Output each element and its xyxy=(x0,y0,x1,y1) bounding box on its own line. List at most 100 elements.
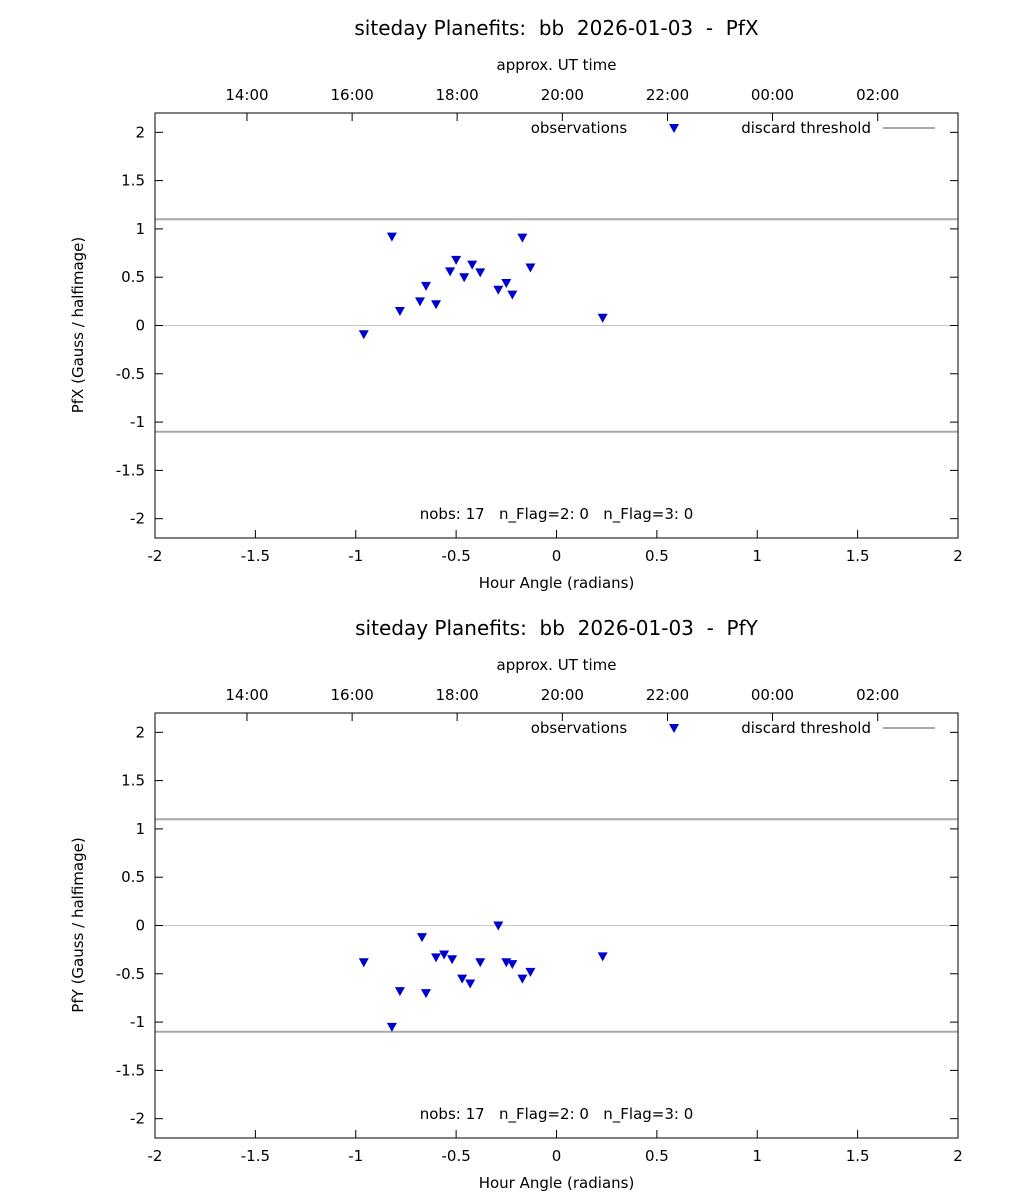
legend-observations-label: observations xyxy=(530,719,628,737)
data-point xyxy=(386,1022,397,1032)
x-tick-label: 0 xyxy=(552,547,562,565)
threshold-line-sample xyxy=(883,727,935,729)
data-point xyxy=(475,958,486,968)
x-tick-label: 1 xyxy=(752,547,762,565)
x-tick-label: -1.5 xyxy=(241,547,270,565)
data-point xyxy=(416,933,427,943)
plot-area-pfy: -2 -1.5 -1 -0.5 0 0.5 1 1.5 2 -2 -1.5 -1 -0.5 0 0.5 1 1.… xyxy=(116,686,963,1165)
data-point xyxy=(447,955,458,965)
y-tick-label: 2 xyxy=(135,723,145,741)
ut-tick-label: 22:00 xyxy=(646,686,689,704)
data-point xyxy=(465,979,476,989)
ut-tick-label: 20:00 xyxy=(541,686,584,704)
data-point xyxy=(394,307,405,317)
top-axis-label: approx. UT time xyxy=(496,656,617,674)
x-tick-label: 2 xyxy=(953,547,963,565)
y-tick-label: -0.5 xyxy=(116,965,145,983)
x-axis-label: Hour Angle (radians) xyxy=(478,574,635,592)
y-tick-label: 0 xyxy=(135,317,145,335)
x-tick-label: -1 xyxy=(348,547,363,565)
data-point xyxy=(507,960,518,970)
ut-tick-label: 18:00 xyxy=(436,686,479,704)
triangle-marker-icon xyxy=(669,123,680,133)
y-tick-label: -0.5 xyxy=(116,365,145,383)
data-point xyxy=(525,263,536,273)
data-point xyxy=(358,330,369,340)
x-tick-label: 0.5 xyxy=(645,1147,669,1165)
data-point xyxy=(394,987,405,997)
x-tick-label: -2 xyxy=(148,547,163,565)
nobs-annotation: nobs: 17 n_Flag=2: 0 n_Flag=3: 0 xyxy=(419,505,694,523)
legend-threshold-label: discard threshold xyxy=(741,719,871,737)
data-point xyxy=(517,974,528,984)
chart-title: siteday Planefits: bb 2026-01-03 - PfX xyxy=(354,16,759,40)
y-tick-label: 1 xyxy=(135,820,145,838)
y-tick-label: -2 xyxy=(130,1110,145,1128)
data-point xyxy=(386,232,397,242)
x-tick-label: 1.5 xyxy=(846,1147,870,1165)
nobs-annotation: nobs: 17 n_Flag=2: 0 n_Flag=3: 0 xyxy=(419,1105,694,1123)
legend-observations-label: observations xyxy=(530,119,628,137)
threshold-line-sample xyxy=(883,127,935,129)
ut-tick-label: 16:00 xyxy=(331,686,374,704)
data-point xyxy=(451,255,462,265)
data-point xyxy=(493,285,504,295)
chart-title: siteday Planefits: bb 2026-01-03 - PfY xyxy=(355,616,758,640)
data-point xyxy=(457,974,468,984)
y-tick-label: -1.5 xyxy=(116,1061,145,1079)
x-tick-label: -1.5 xyxy=(241,1147,270,1165)
y-tick-label: 0.5 xyxy=(121,268,145,286)
data-point xyxy=(439,950,450,960)
y-tick-label: -1 xyxy=(130,1013,145,1031)
ut-tick-label: 00:00 xyxy=(751,86,794,104)
data-point xyxy=(597,313,608,323)
y-tick-label: -1.5 xyxy=(116,461,145,479)
x-tick-label: 1 xyxy=(752,1147,762,1165)
data-point xyxy=(421,989,432,999)
data-point xyxy=(517,233,528,243)
data-point xyxy=(507,290,518,300)
ut-tick-label: 20:00 xyxy=(541,86,584,104)
y-tick-label: 1 xyxy=(135,220,145,238)
data-point xyxy=(475,268,486,278)
data-point xyxy=(445,267,456,277)
x-tick-label: -0.5 xyxy=(441,547,470,565)
y-tick-label: -1 xyxy=(130,413,145,431)
chart-pfy: siteday Planefits: bb 2026-01-03 - PfY a… xyxy=(0,600,1024,1200)
plot-area-pfx: -2 -1.5 -1 -0.5 0 0.5 1 1.5 2 -2 -1.5 -1 -0.5 0 0.5 1 1.… xyxy=(116,86,963,565)
x-tick-label: 0.5 xyxy=(645,547,669,565)
x-tick-label: 0 xyxy=(552,1147,562,1165)
y-tick-label: 2 xyxy=(135,123,145,141)
legend: observations discard threshold xyxy=(531,719,935,737)
top-axis-label: approx. UT time xyxy=(496,56,617,74)
y-tick-label: -2 xyxy=(130,510,145,528)
data-point xyxy=(525,967,536,977)
x-tick-label: 2 xyxy=(953,1147,963,1165)
x-tick-label: -0.5 xyxy=(441,1147,470,1165)
legend-threshold-label: discard threshold xyxy=(741,119,871,137)
y-tick-label: 0 xyxy=(135,917,145,935)
ut-tick-label: 16:00 xyxy=(331,86,374,104)
data-point xyxy=(597,952,608,962)
data-point xyxy=(431,953,442,963)
chart-pfx: siteday Planefits: bb 2026-01-03 - PfX a… xyxy=(69,16,963,592)
x-tick-label: 1.5 xyxy=(846,547,870,565)
y-tick-label: 0.5 xyxy=(121,868,145,886)
y-tick-label: 1.5 xyxy=(121,172,145,190)
ut-tick-label: 22:00 xyxy=(646,86,689,104)
data-point xyxy=(501,279,512,288)
legend: observations discard threshold xyxy=(531,119,935,137)
data-point xyxy=(414,297,425,307)
data-point xyxy=(358,958,369,968)
data-point xyxy=(467,260,478,270)
data-point xyxy=(431,300,442,310)
ut-tick-label: 02:00 xyxy=(856,686,899,704)
ut-tick-label: 02:00 xyxy=(856,86,899,104)
x-tick-label: -1 xyxy=(348,1147,363,1165)
x-tick-label: -2 xyxy=(148,1147,163,1165)
data-point xyxy=(421,281,432,291)
ut-tick-label: 18:00 xyxy=(436,86,479,104)
ut-tick-label: 00:00 xyxy=(751,686,794,704)
x-axis-label: Hour Angle (radians) xyxy=(478,1174,635,1192)
